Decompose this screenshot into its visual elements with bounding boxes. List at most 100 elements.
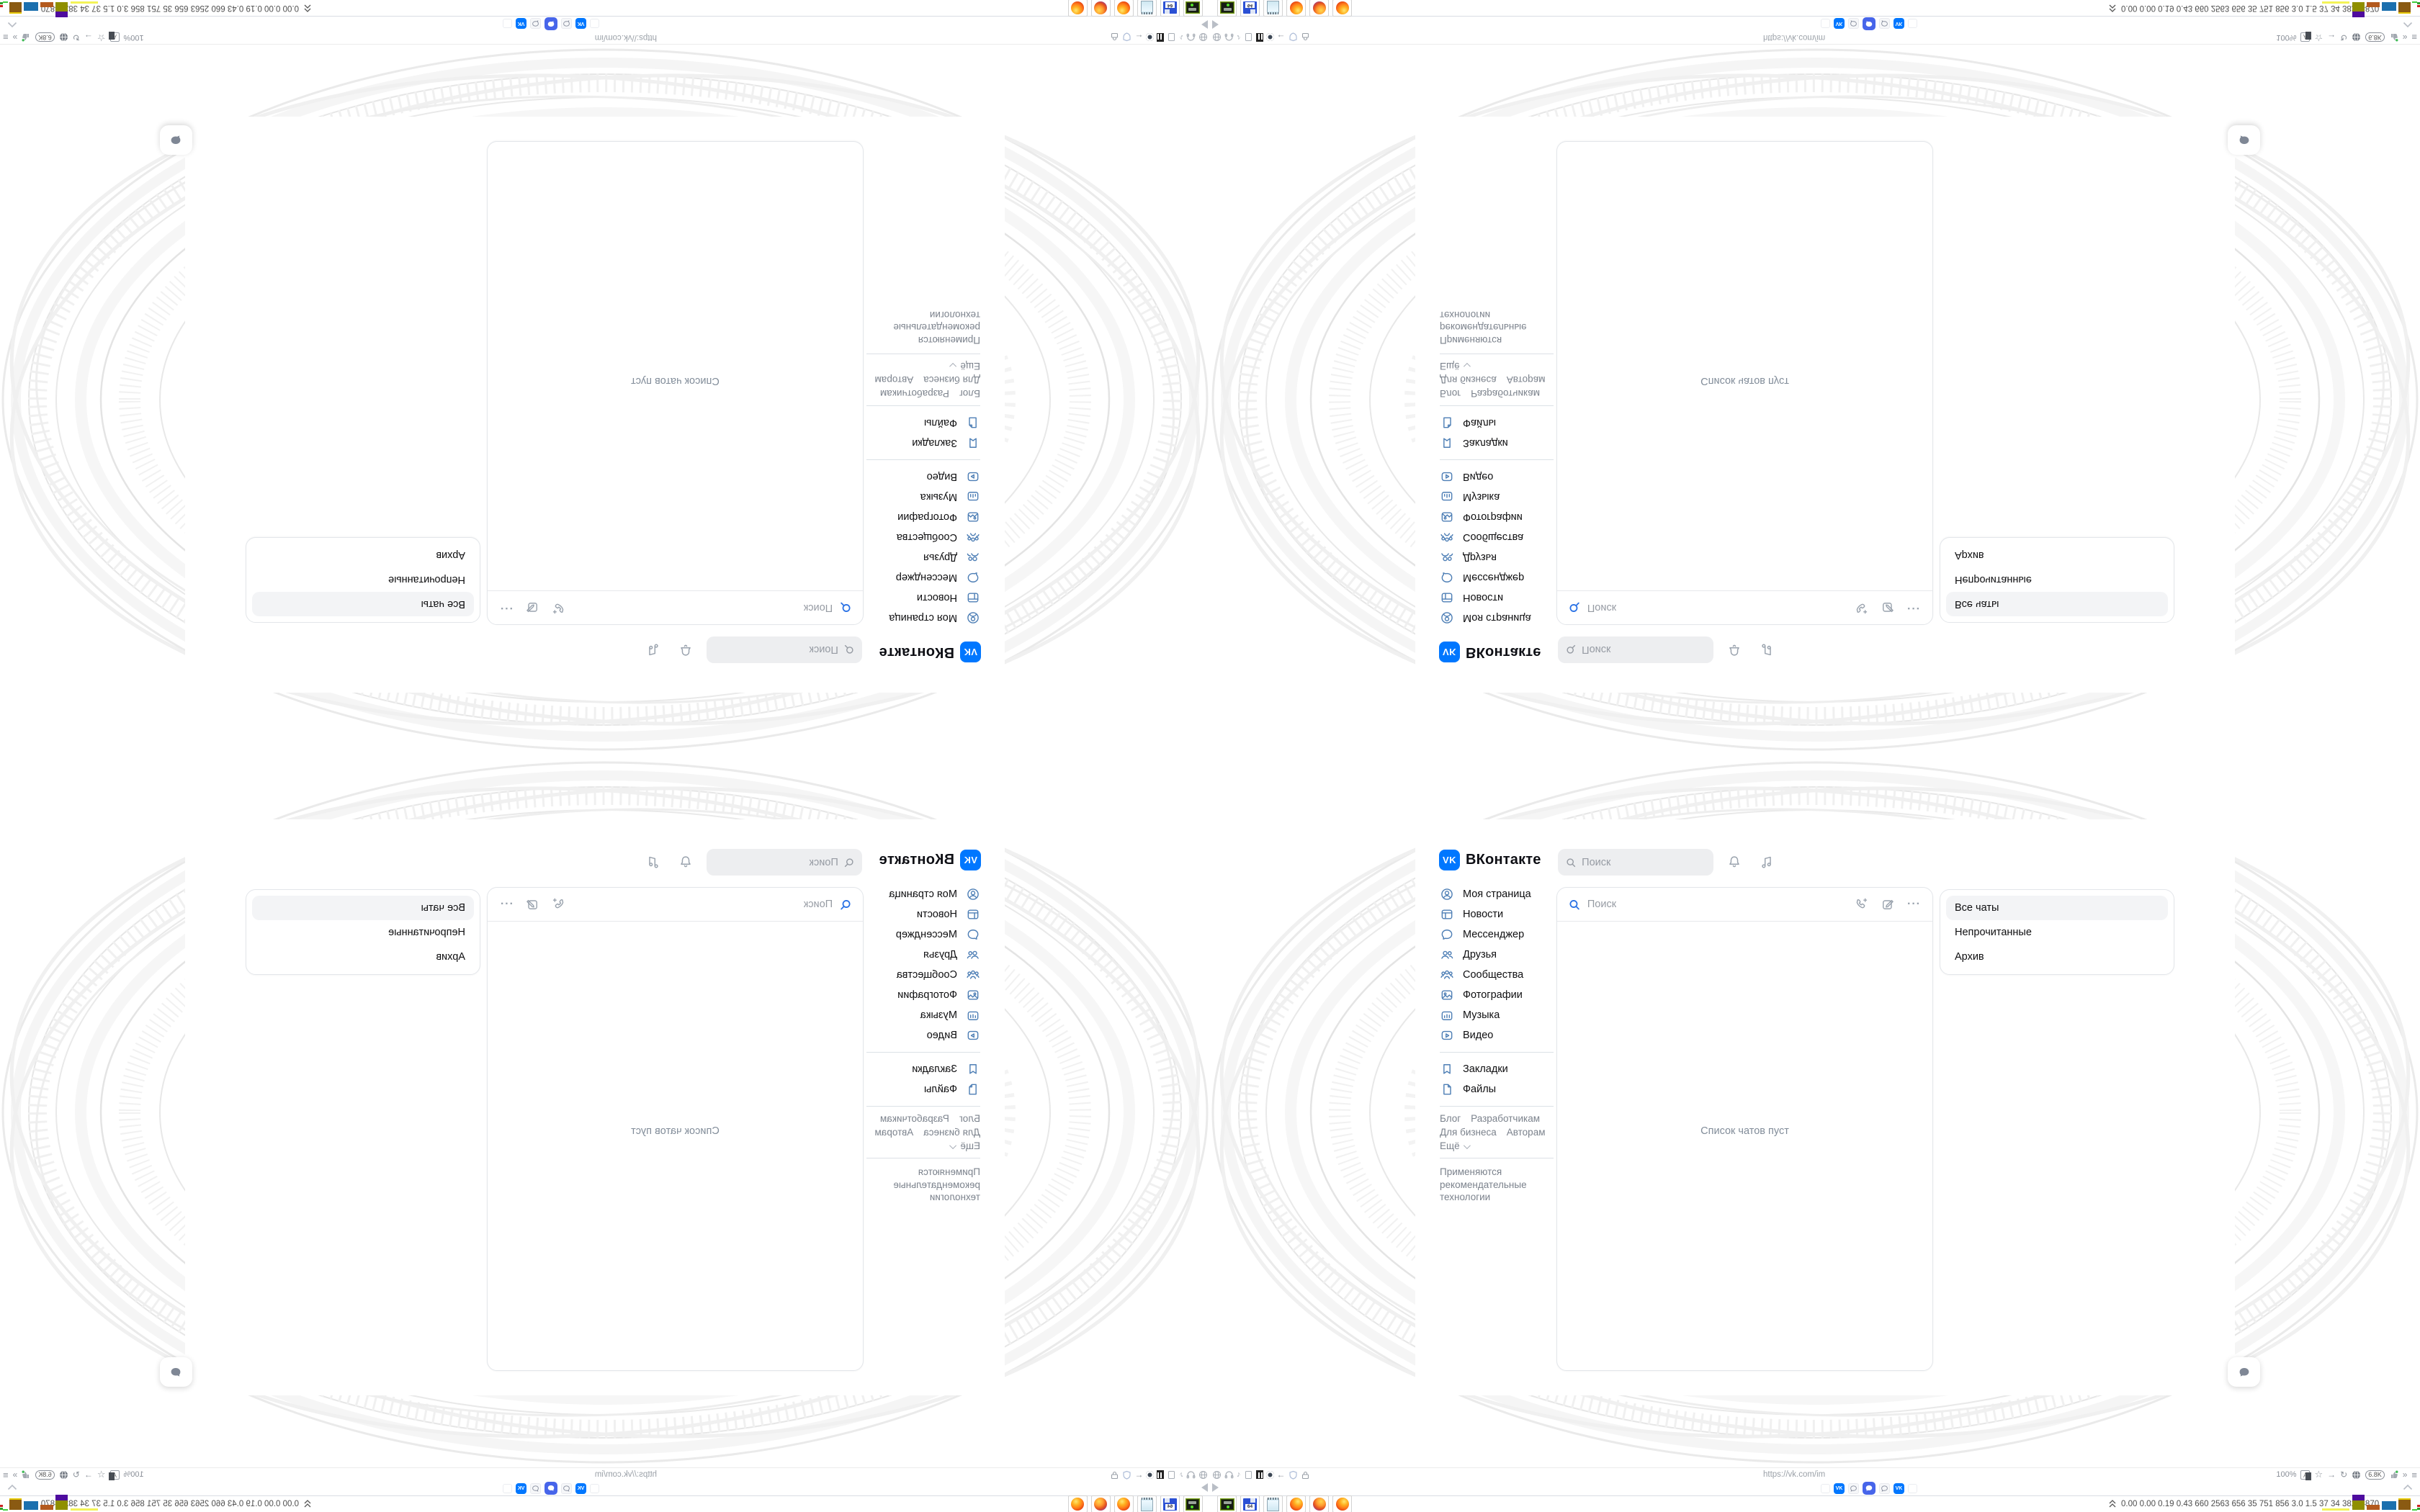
footer-link-developers[interactable]: Разработчикам [1471, 1113, 1540, 1124]
sidebar-item-bookmarks[interactable]: Закладки [843, 1059, 980, 1079]
tab-slot-empty[interactable] [1908, 19, 1917, 29]
sidebar-item-messenger[interactable]: Мессенджер [843, 567, 980, 588]
footer-link-blog[interactable]: Блог [959, 1113, 980, 1124]
compose-icon[interactable] [1881, 897, 1895, 912]
filter-unread[interactable]: Непрочитанные [1946, 567, 2168, 592]
tray-slot[interactable] [1068, 1495, 1088, 1512]
url-text[interactable]: https://vk.com/im [594, 33, 657, 42]
floating-message-button[interactable] [160, 125, 192, 155]
tray-slot[interactable] [1263, 0, 1283, 17]
tray-slot[interactable] [1286, 0, 1306, 17]
globe-icon[interactable] [1198, 33, 1208, 42]
likes-badge[interactable]: 6.8K [2365, 32, 2385, 42]
tab-vk-favicon[interactable]: VK [516, 18, 526, 30]
tray-slot[interactable] [1091, 1495, 1111, 1512]
filter-all-chats[interactable]: Все чаты [252, 896, 474, 920]
shield-icon[interactable] [1123, 1470, 1132, 1480]
double-chevron-up-icon[interactable] [304, 1499, 311, 1508]
sidebar-item-my-page[interactable]: Моя страница [843, 608, 980, 628]
sidebar-item-news[interactable]: Новости [1440, 588, 1577, 608]
global-search-input[interactable] [1582, 856, 1706, 868]
play-icon[interactable] [1212, 1483, 1219, 1492]
lock-icon[interactable] [1301, 33, 1310, 42]
globe-icon[interactable] [1198, 1470, 1208, 1480]
tray-slot[interactable] [1263, 1495, 1283, 1512]
tab-chat-favicon-active[interactable] [544, 1482, 557, 1495]
sidebar-item-communities[interactable]: Сообщества [1440, 527, 1577, 547]
tab-chat-favicon[interactable] [1848, 1482, 1859, 1494]
file-icon[interactable] [1168, 1470, 1177, 1480]
collapse-chevron-icon[interactable] [7, 22, 17, 28]
location-pin-icon[interactable] [1265, 33, 1274, 42]
tab-vk-favicon[interactable]: VK [1834, 18, 1845, 30]
chat-search-input[interactable] [573, 602, 833, 613]
menu-icon[interactable]: ≡ [2411, 1469, 2417, 1480]
tab-vk-favicon[interactable]: VK [1894, 18, 1904, 30]
bookmark-star-icon[interactable]: ☆ [97, 1469, 106, 1480]
tray-slot[interactable] [1183, 0, 1203, 17]
zoom-level[interactable]: 100% [2276, 1470, 2297, 1479]
footer-link-more[interactable]: Ещё [1440, 361, 1471, 372]
reload-icon[interactable]: ↻ [2340, 32, 2348, 42]
new-call-icon[interactable] [552, 600, 566, 615]
compose-icon[interactable] [525, 600, 539, 615]
footer-link-developers[interactable]: Разработчикам [1471, 388, 1540, 399]
reload-icon[interactable]: ↻ [72, 1470, 80, 1480]
url-text[interactable]: https://vk.com/im [594, 1470, 657, 1479]
lock-icon[interactable] [1111, 33, 1120, 42]
shield-icon[interactable] [1289, 1470, 1298, 1480]
tray-slot[interactable] [1217, 1495, 1237, 1512]
vk-wordmark[interactable]: ВКонтакте [1466, 644, 1541, 660]
footer-link-more[interactable]: Ещё [949, 361, 980, 372]
more-options-icon[interactable]: ··· [1907, 898, 1921, 910]
more-options-icon[interactable]: ··· [499, 602, 513, 614]
filter-unread[interactable]: Непрочитанные [1946, 920, 2168, 945]
chat-search-input[interactable] [1587, 899, 1847, 910]
tray-slot[interactable]: 64 [1160, 0, 1180, 17]
tab-chat-favicon[interactable] [530, 18, 541, 30]
tray-slot[interactable] [1309, 1495, 1329, 1512]
sidebar-item-bookmarks[interactable]: Закладки [1440, 1059, 1577, 1079]
floating-message-button[interactable] [2228, 1357, 2260, 1387]
sidebar-item-news[interactable]: Новости [843, 904, 980, 924]
global-search-input[interactable] [714, 856, 838, 868]
location-pin-icon[interactable] [1265, 1470, 1274, 1479]
sidebar-item-photos[interactable]: Фотографии [843, 985, 980, 1005]
trash-icon[interactable] [1157, 33, 1165, 42]
collapse-chevron-icon[interactable] [2403, 1484, 2413, 1490]
lock-icon[interactable] [1301, 1470, 1310, 1480]
tab-vk-favicon[interactable]: VK [575, 1482, 586, 1494]
new-call-icon[interactable] [1854, 600, 1868, 615]
sidebar-item-music[interactable]: Музыка [1440, 487, 1577, 507]
tab-chat-favicon-active[interactable] [544, 17, 557, 30]
tray-slot[interactable] [1137, 1495, 1157, 1512]
sidebar-item-music[interactable]: Музыка [1440, 1005, 1577, 1025]
back-arrow-icon[interactable]: ← [1134, 1470, 1144, 1480]
notifications-bell-icon[interactable] [1726, 642, 1742, 658]
sidebar-item-communities[interactable]: Сообщества [1440, 965, 1577, 985]
more-options-icon[interactable]: ··· [499, 898, 513, 910]
thumb-up-icon[interactable] [22, 1470, 31, 1480]
headphones-icon[interactable] [1186, 33, 1196, 42]
sidebar-item-communities[interactable]: Сообщества [843, 965, 980, 985]
global-search[interactable] [1558, 849, 1713, 876]
vk-logo[interactable]: VK [960, 850, 981, 870]
dark-globe-icon[interactable] [59, 1470, 68, 1480]
tab-chat-favicon[interactable] [561, 1482, 572, 1494]
double-chevron-up-icon[interactable] [2109, 1499, 2116, 1508]
likes-badge[interactable]: 6.8K [35, 1470, 55, 1480]
tab-vk-favicon[interactable]: VK [575, 18, 586, 30]
sidebar-item-files[interactable]: Файлы [1440, 413, 1577, 433]
play-icon[interactable] [1201, 1483, 1208, 1492]
dark-globe-icon[interactable] [59, 33, 68, 42]
vk-logo[interactable]: VK [1439, 642, 1460, 662]
bookmark-star-icon[interactable]: ☆ [97, 32, 106, 43]
footer-link-business[interactable]: Для бизнеса [1440, 374, 1497, 385]
chat-search[interactable] [573, 602, 851, 614]
headphones-icon[interactable] [1224, 1470, 1234, 1480]
sidebar-item-music[interactable]: Музыка [843, 487, 980, 507]
sidebar-item-news[interactable]: Новости [1440, 904, 1577, 924]
forward-arrow-icon[interactable]: → [84, 1470, 93, 1480]
footer-link-more[interactable]: Ещё [1440, 1140, 1471, 1151]
chat-search-input[interactable] [573, 899, 833, 910]
